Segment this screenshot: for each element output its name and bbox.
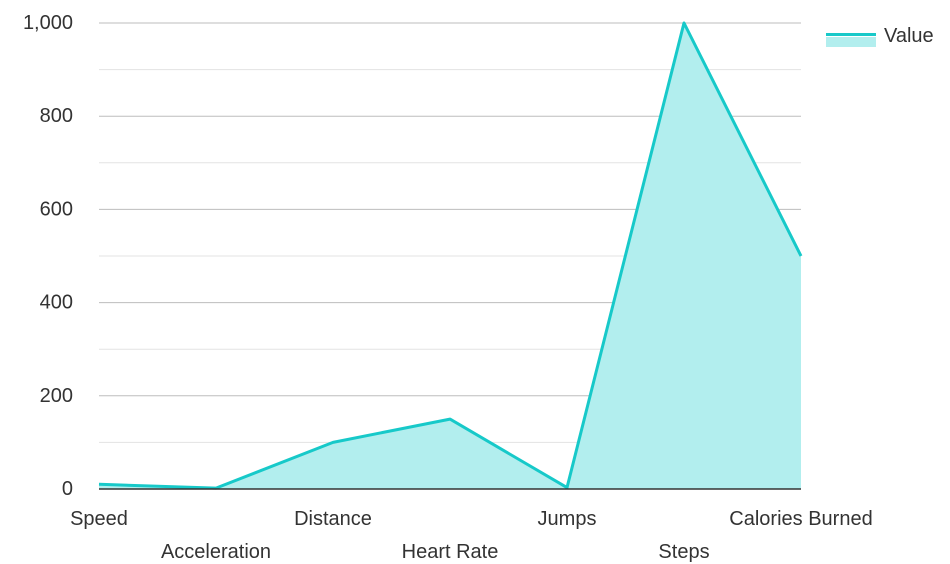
x-tick-label: Calories Burned (729, 508, 872, 530)
x-tick-label: Jumps (538, 508, 597, 530)
x-tick-label: Speed (70, 508, 128, 530)
y-tick-label: 600 (40, 198, 73, 220)
y-tick-label: 200 (40, 385, 73, 407)
y-axis: 0 200 400 600 800 1,000 (23, 12, 73, 500)
x-tick-label: Distance (294, 508, 372, 530)
legend-swatch-fill (826, 37, 876, 47)
x-axis: Speed Acceleration Distance Heart Rate Jumps… (70, 488, 873, 563)
series-value-area (99, 23, 801, 489)
x-tick-label: Heart Rate (402, 541, 499, 563)
y-tick-label: 1,000 (23, 12, 73, 34)
legend-label: Value (884, 25, 934, 47)
y-tick-label: 800 (40, 105, 73, 127)
legend: Value (826, 25, 934, 47)
y-tick-label: 400 (40, 292, 73, 314)
x-tick-label: Steps (658, 541, 709, 563)
x-tick-label: Acceleration (161, 541, 271, 563)
series-area (98, 21, 803, 490)
y-tick-label: 0 (62, 478, 73, 500)
